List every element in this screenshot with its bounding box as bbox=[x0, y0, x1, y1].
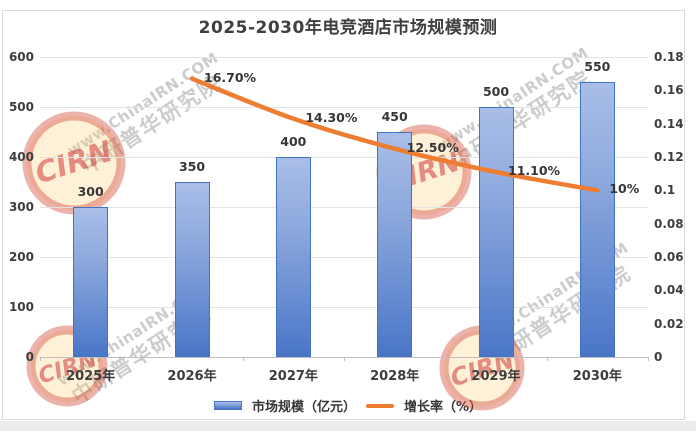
bar-value-label: 400 bbox=[280, 134, 307, 149]
right-axis-tick: 0.14 bbox=[654, 116, 684, 131]
x-axis-label: 2028年 bbox=[370, 369, 420, 384]
line-point-label: 12.50% bbox=[406, 139, 459, 155]
gridline bbox=[40, 156, 648, 158]
right-axis-tick: 0 bbox=[654, 350, 663, 364]
gridline bbox=[40, 106, 648, 108]
bar-value-label: 500 bbox=[482, 84, 510, 99]
bar-2026年 bbox=[174, 182, 210, 357]
gridline bbox=[40, 56, 648, 58]
left-axis-tick: 0 bbox=[25, 350, 34, 364]
bar-value-label: 350 bbox=[178, 159, 206, 174]
x-axis-label: 2027年 bbox=[268, 369, 318, 384]
right-axis-tick: 0.18 bbox=[654, 50, 684, 64]
x-axis-tick-mark bbox=[546, 357, 548, 361]
line-point-label: 10% bbox=[609, 181, 640, 197]
x-axis-label: 2029年 bbox=[471, 369, 521, 384]
right-axis-tick: 0.06 bbox=[654, 250, 684, 264]
left-axis-tick: 300 bbox=[8, 200, 34, 214]
right-axis-tick: 0.16 bbox=[654, 83, 684, 98]
growth-line-layer bbox=[189, 76, 600, 193]
x-axis-tick-mark bbox=[445, 357, 447, 361]
bar-2025年 bbox=[73, 207, 109, 357]
legend-line-swatch bbox=[365, 403, 394, 408]
legend: 市场规模（亿元） 增长率（%） bbox=[0, 396, 696, 415]
page-bottom-strip bbox=[0, 421, 696, 431]
left-axis-tick: 100 bbox=[8, 300, 34, 314]
bar-value-label: 450 bbox=[381, 109, 408, 124]
left-axis-tick: 500 bbox=[8, 100, 34, 114]
x-axis-label: 2030年 bbox=[572, 369, 622, 384]
bar-2027年 bbox=[275, 157, 311, 357]
right-axis-tick: 0.1 bbox=[654, 183, 676, 198]
right-axis-tick: 0.12 bbox=[654, 150, 684, 164]
legend-bar-label: 市场规模（亿元） bbox=[251, 400, 356, 415]
x-axis-label: 2025年 bbox=[66, 369, 116, 384]
left-axis-tick: 200 bbox=[8, 250, 34, 264]
bar-value-label: 300 bbox=[77, 184, 104, 199]
bar-2028年 bbox=[377, 132, 413, 357]
line-point-label: 14.30% bbox=[305, 109, 358, 125]
left-axis-tick: 400 bbox=[8, 150, 34, 164]
bar-value-label: 550 bbox=[584, 59, 611, 74]
right-axis-tick: 0.04 bbox=[654, 283, 684, 298]
legend-bar-swatch bbox=[213, 401, 242, 410]
x-axis-tick-mark bbox=[242, 357, 244, 361]
x-axis-tick-mark bbox=[648, 357, 649, 361]
left-axis-tick: 600 bbox=[8, 50, 34, 64]
gridline bbox=[40, 306, 648, 308]
bar-2029年 bbox=[478, 107, 514, 357]
x-axis-tick-mark bbox=[141, 357, 143, 361]
bar-2030年 bbox=[579, 82, 615, 357]
x-axis-tick-mark bbox=[40, 357, 41, 361]
line-point-label: 16.70% bbox=[204, 69, 257, 85]
right-axis-tick: 0.02 bbox=[654, 316, 684, 331]
gridline bbox=[40, 256, 648, 258]
growth-line bbox=[189, 76, 600, 193]
x-axis-label: 2026年 bbox=[167, 369, 217, 384]
right-axis-tick: 0.08 bbox=[654, 216, 684, 231]
line-point-label: 11.10% bbox=[508, 163, 561, 178]
legend-line-label: 增长率（%） bbox=[403, 400, 483, 415]
x-axis-tick-mark bbox=[344, 357, 345, 361]
chart-title: 2025-2030年电竞酒店市场规模预测 bbox=[198, 18, 498, 38]
gridline bbox=[40, 206, 648, 208]
chart-frame bbox=[2, 10, 685, 420]
